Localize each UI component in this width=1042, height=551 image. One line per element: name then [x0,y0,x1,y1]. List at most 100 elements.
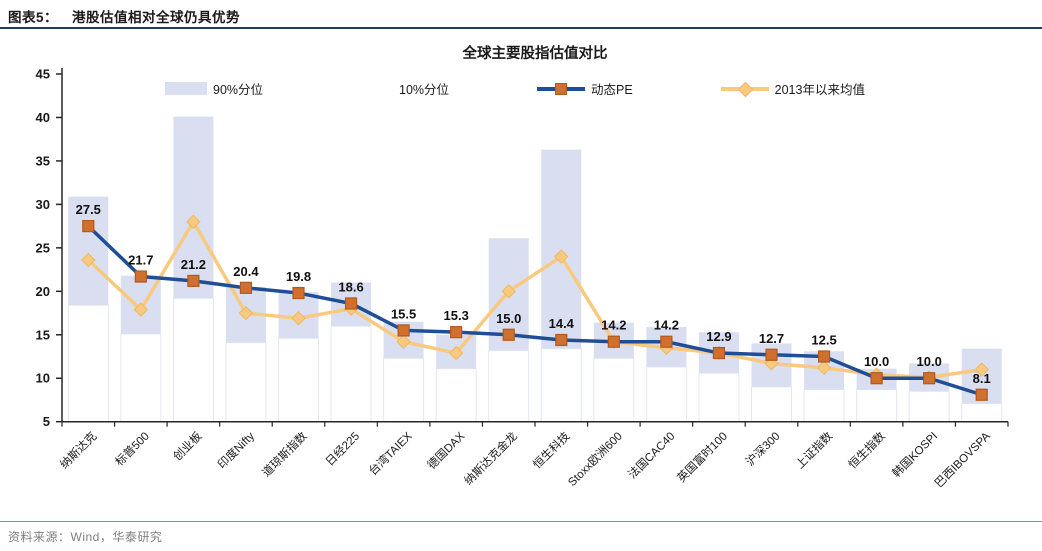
bar-10th-percentile [803,389,845,423]
header-divider [0,27,1042,29]
pe-square-marker [82,220,95,233]
mean-diamond-marker [974,362,989,377]
x-category-label: 上证指数 [793,429,836,472]
valuation-chart: 5 10 15 20 25 30 35 40 45 27.5 21.7 21.2 20.4 19.8 18.… [36,67,1009,490]
mean-diamond-marker [501,284,516,299]
pe-data-label: 12.5 [811,333,836,348]
y-tick-label: 10 [36,371,50,386]
pe-data-label: 15.0 [496,311,521,326]
mean-diamond-marker [133,302,149,317]
mean-diamond-marker [238,305,254,321]
mean-diamond-marker [764,356,779,371]
pe-data-label: 20.4 [233,264,259,279]
legend-item-line-pe: 动态PE [537,79,633,98]
y-tick-label: 15 [36,327,50,342]
x-category-label: 英国富时100 [674,429,730,485]
pe-line [87,224,983,397]
pe-data-label: 19.8 [286,269,311,284]
bar-10th-percentile [67,304,109,423]
bar-10th-percentile [225,342,267,423]
bar-10th-percentile [435,368,477,423]
x-category-label: 德国DAX [424,429,467,472]
bar-10th-percentile [488,349,530,423]
legend-square-marker-icon [555,82,567,95]
x-category-label: 巴西IBOVSPA [933,430,993,490]
chart-title: 全球主要股指估值对比 [462,46,608,62]
legend-item-bar-10: 10%分位 [351,79,449,98]
x-category-label: 日经225 [323,430,362,469]
y-tick-label: 30 [36,197,50,212]
pe-square-marker [660,335,673,348]
pe-square-marker [397,324,410,337]
bar-10th-percentile [330,325,372,423]
pe-square-marker [975,388,988,401]
mean-diamond-marker [186,214,201,229]
footer-divider [0,521,1042,522]
pe-data-label: 27.5 [76,202,101,217]
pe-data-label: 14.2 [601,318,626,333]
bar-10th-percentile [645,366,687,423]
figure-number: 图表5： [8,10,59,25]
pe-square-marker [607,335,620,348]
y-tick-label: 5 [43,414,50,429]
pe-data-label: 8.1 [973,371,991,386]
y-tick-label: 20 [36,284,50,299]
legend-item-line-mean: 2013年以来均值 [720,79,865,98]
legend-label: 90%分位 [213,83,264,97]
pe-square-marker [292,286,305,300]
mean-diamond-marker [554,249,569,264]
pe-data-label: 21.2 [181,257,206,272]
x-category-label: 恒生指数 [845,429,888,472]
pe-data-label: 18.6 [338,279,363,294]
x-category-label: 韩国KOSPI [889,429,940,480]
figure-title: 港股估值相对全球仍具优势 [72,10,241,25]
pe-square-marker [344,297,358,310]
y-tick-label: 45 [36,67,50,82]
bar-10th-percentile [120,333,162,423]
pe-square-marker [134,270,147,283]
mean-line [87,220,982,380]
pe-data-label: 10.0 [864,354,889,369]
legend-label: 2013年以来均值 [774,83,865,97]
mean-diamond-marker [81,252,96,268]
mean-diamond-marker [448,345,464,361]
mean-diamond-marker [816,360,832,376]
pe-square-marker [870,372,883,385]
bar-10th-percentile [540,348,582,423]
pe-data-label: 12.7 [759,331,784,346]
y-tick-label: 25 [36,240,50,255]
mean-diamond-marker [291,311,306,326]
pe-data-label: 14.4 [549,316,575,331]
x-category-label: 道琼斯指数 [259,429,310,480]
bar-10-90-range [173,116,214,299]
legend-pe-line-swatch [537,82,585,95]
y-tick-label: 35 [36,153,50,168]
pe-square-marker [187,274,200,287]
x-category-label: 创业板 [170,429,205,464]
pe-data-label: 15.3 [444,308,469,323]
pe-data-label: 21.7 [128,253,153,268]
bar-10th-percentile [698,372,740,423]
chart-legend: 90%分位 10%分位 动态PE 2013年以来均值 [165,79,865,98]
bar-10-90-range [68,196,109,306]
bar-10-90-range [541,149,582,349]
legend-mean-line-swatch [720,81,769,97]
mean-diamond-marker [396,334,411,349]
bar-10th-percentile [172,297,214,423]
bar-10th-percentile [856,389,898,423]
legend-label: 10%分位 [399,83,450,97]
x-category-label: 纳斯达克 [57,429,100,472]
pe-data-label: 12.9 [706,329,731,344]
x-category-label: 印度Nifty [215,429,258,472]
x-category-label: 恒生科技 [530,429,573,472]
bar-10th-percentile [751,386,792,423]
bar-10th-percentile [908,390,950,423]
pe-square-marker [765,348,778,361]
figure-header: 图表5： 港股估值相对全球仍具优势 [8,6,240,26]
pe-data-label: 14.2 [654,318,679,333]
x-category-label: Stoxx欧洲600 [566,430,625,489]
legend-bar-swatch [165,82,207,95]
bar-10th-percentile [278,337,319,423]
pe-data-label: 10.0 [917,354,942,369]
legend-label: 动态PE [591,83,633,97]
